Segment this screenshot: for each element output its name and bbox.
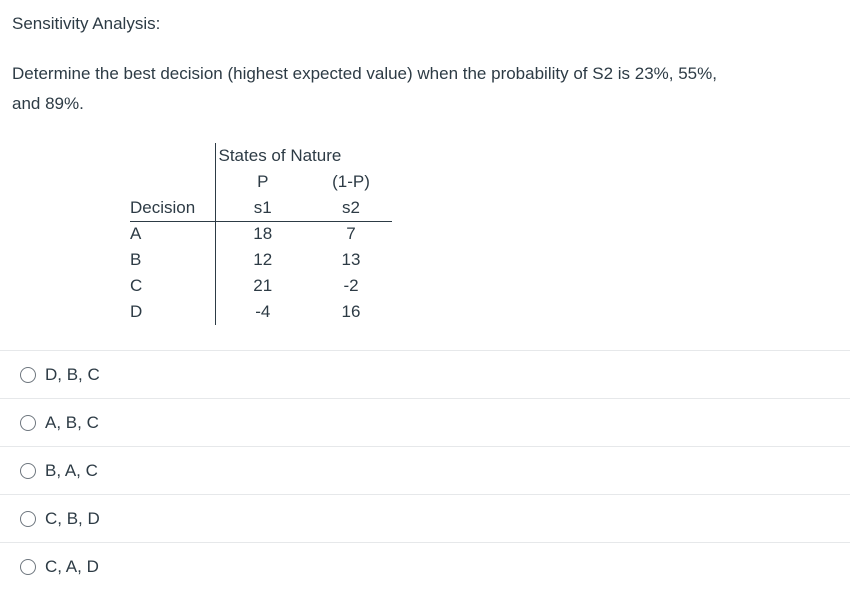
s2-value-cell: 16 (341, 302, 361, 321)
table-row: B 12 13 (130, 247, 392, 273)
empty-cell (130, 169, 215, 195)
column-header-row: Decision s1 s2 (130, 195, 392, 222)
probability-labels-row: P (1-P) (130, 169, 392, 195)
radio-button-icon[interactable] (20, 558, 36, 575)
decision-cell: D (130, 302, 143, 321)
s2-value-cell: 7 (346, 224, 356, 244)
s1-value-cell: 18 (214, 221, 310, 247)
states-of-nature-row: States of Nature (130, 143, 392, 169)
option-label: A, B, C (45, 412, 99, 432)
decision-cell: B (130, 250, 142, 269)
answer-option-1[interactable]: D, B, C (0, 350, 850, 398)
question-prompt: Determine the best decision (highest exp… (12, 64, 717, 113)
radio-button-icon[interactable] (20, 366, 36, 383)
option-label: B, A, C (45, 460, 98, 480)
states-of-nature-header: States of Nature (214, 143, 392, 169)
radio-button-icon[interactable] (20, 414, 36, 431)
table-row: D -4 16 (130, 299, 392, 325)
table-row: A 18 7 (130, 221, 392, 247)
answer-option-5[interactable]: C, A, D (0, 542, 850, 590)
empty-cell (130, 143, 215, 169)
answer-option-4[interactable]: C, B, D (0, 494, 850, 542)
answer-options: D, B, C A, B, C B, A, C C, B, D C, A, D (0, 350, 850, 590)
s2-column-label: s2 (310, 195, 392, 222)
prob-one-minus-p-label: (1-P) (332, 172, 370, 191)
radio-button-icon[interactable] (20, 462, 36, 479)
decision-cell: C (130, 276, 143, 295)
decision-table: States of Nature P (1-P) Decision s1 s2 … (130, 143, 392, 325)
radio-button-icon[interactable] (20, 510, 36, 527)
option-label: C, B, D (45, 508, 100, 528)
decision-column-label: Decision (130, 195, 215, 222)
decision-cell: A (130, 224, 142, 244)
answer-option-3[interactable]: B, A, C (0, 446, 850, 494)
s1-column-label: s1 (214, 195, 310, 222)
s1-value-cell: 12 (214, 247, 310, 273)
table-row: C 21 -2 (130, 273, 392, 299)
question-body: Sensitivity Analysis: Determine the best… (12, 14, 717, 325)
s1-value-cell: -4 (214, 299, 310, 325)
question-title: Sensitivity Analysis: (12, 14, 161, 33)
option-label: C, A, D (45, 556, 99, 576)
option-label: D, B, C (45, 364, 100, 384)
answer-option-2[interactable]: A, B, C (0, 398, 850, 446)
s2-value-cell: 13 (341, 250, 361, 269)
prob-p-label: P (214, 169, 310, 195)
s1-value-cell: 21 (214, 273, 310, 299)
s2-value-cell: -2 (343, 276, 359, 295)
